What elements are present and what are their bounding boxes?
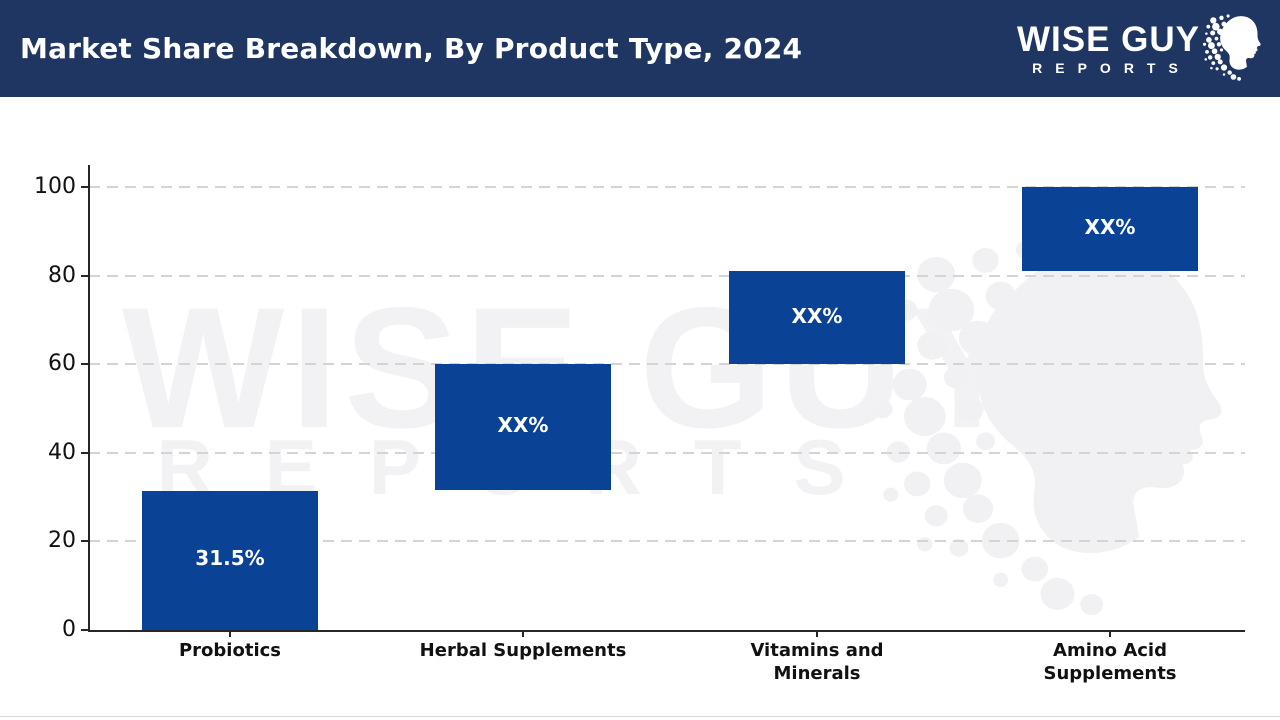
- x-tick-label: Herbal Supplements: [419, 640, 627, 661]
- y-tick-mark: [81, 629, 88, 631]
- y-tick-label: 0: [62, 617, 76, 642]
- x-tick-mark: [229, 630, 231, 637]
- wise-guy-logo: WISE GUY REPORTS: [1017, 4, 1268, 94]
- y-axis-line: [88, 165, 90, 632]
- y-tick-mark: [81, 186, 88, 189]
- bottom-divider: [0, 716, 1280, 717]
- bar-value-label: 31.5%: [195, 546, 265, 571]
- logo-head-icon: [1202, 7, 1268, 91]
- x-tick-label: Vitamins and Minerals: [750, 640, 884, 684]
- y-tick-label: 80: [48, 262, 76, 288]
- y-tick-mark: [81, 363, 88, 366]
- x-tick-label: Amino Acid Supplements: [1043, 640, 1177, 684]
- logo-reports-text: REPORTS: [1032, 60, 1191, 77]
- y-tick-mark: [81, 451, 88, 454]
- gridline: [89, 451, 1245, 454]
- x-tick-mark: [1109, 630, 1111, 637]
- y-tick-mark: [81, 274, 88, 277]
- logo-text: WISE GUY REPORTS: [1016, 19, 1200, 77]
- header-bar: Market Share Breakdown, By Product Type,…: [0, 0, 1280, 97]
- y-tick-label: 40: [48, 439, 76, 465]
- bar: [435, 364, 611, 491]
- page-title: Market Share Breakdown, By Product Type,…: [20, 32, 803, 65]
- gridline: [89, 186, 1245, 189]
- gridline: [89, 540, 1245, 543]
- y-tick-mark: [81, 540, 88, 543]
- y-tick-label: 100: [34, 174, 76, 200]
- gridline: [89, 363, 1245, 366]
- bar-value-label: XX%: [1084, 215, 1136, 240]
- x-axis-line: [88, 630, 1245, 632]
- bar-value-label: XX%: [497, 413, 549, 438]
- y-tick-label: 60: [48, 351, 76, 377]
- x-tick-mark: [816, 630, 818, 637]
- x-tick-label: Probiotics: [178, 640, 281, 661]
- logo-wiseguy-text: WISE GUY: [1016, 19, 1200, 59]
- bar: [142, 490, 318, 630]
- bar-value-label: XX%: [791, 303, 843, 328]
- gridline: [89, 274, 1245, 277]
- x-tick-mark: [522, 630, 524, 637]
- y-tick-label: 20: [48, 528, 76, 554]
